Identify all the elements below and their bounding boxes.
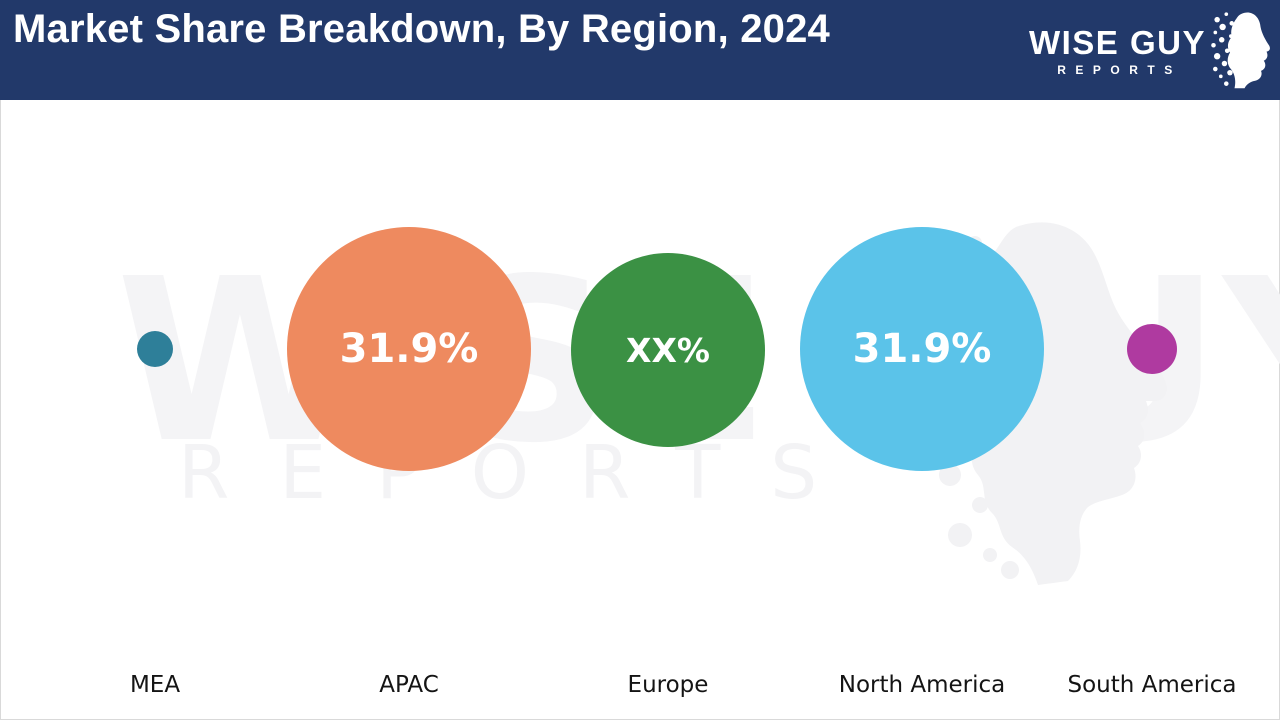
category-label-europe: Europe	[627, 672, 709, 698]
logo-wordmark: WISE GUY	[1028, 24, 1206, 61]
page-title: Market Share Breakdown, By Region, 2024	[13, 7, 830, 51]
logo-face-icon	[1211, 12, 1270, 89]
brand-logo: WISE GUY REPORTS	[1029, 4, 1272, 92]
category-label-mea: MEA	[129, 672, 181, 698]
bubble-north-america: 31.9%	[800, 227, 1044, 471]
bubble-mea	[137, 331, 173, 367]
bubble-value-label: XX%	[626, 330, 710, 370]
bubble-apac: 31.9%	[287, 227, 531, 471]
bubble-south-america	[1127, 324, 1177, 374]
bubble-value-label: 31.9%	[339, 326, 479, 372]
category-label-north-america: North America	[838, 672, 1006, 698]
header: Market Share Breakdown, By Region, 2024 …	[0, 0, 1280, 100]
bubble-europe: XX%	[571, 253, 765, 447]
logo-text: WISE GUY REPORTS	[1029, 26, 1206, 77]
bubble-value-label: 31.9%	[852, 326, 992, 372]
category-label-apac: APAC	[379, 672, 439, 698]
category-label-south-america: South America	[1067, 672, 1237, 698]
logo-sub-wordmark: REPORTS	[1057, 63, 1182, 77]
